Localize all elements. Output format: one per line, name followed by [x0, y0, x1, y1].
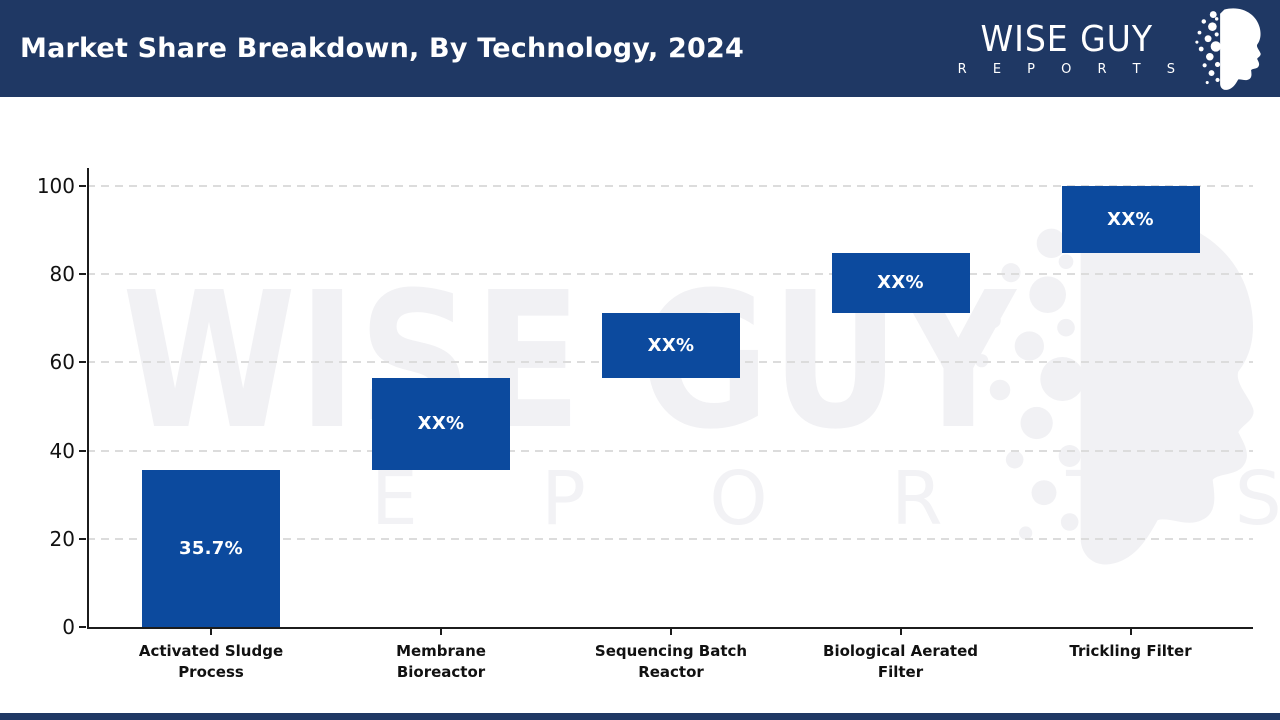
x-category-label: Biological Aerated Filter — [823, 642, 978, 681]
x-tick-3 — [899, 629, 902, 635]
bar-value-label: XX% — [1107, 209, 1154, 231]
bar-biological-aerated-filter: XX% — [831, 253, 970, 313]
logo-reports-text: R E P O R T S — [957, 61, 1186, 77]
chart-title: Market Share Breakdown, By Technology, 2… — [20, 33, 745, 64]
x-tick-1 — [440, 629, 442, 635]
x-category-label: Activated Sludge Process — [138, 642, 284, 681]
y-tick-0 — [79, 626, 86, 628]
y-tick-label-100: 100 — [36, 174, 75, 198]
gridline-y20 — [87, 537, 1253, 540]
footer-bar — [0, 713, 1280, 720]
y-tick-100 — [79, 185, 86, 187]
x-category-label: Sequencing Batch Reactor — [594, 642, 748, 681]
header-bar: Market Share Breakdown, By Technology, 2… — [0, 0, 1280, 97]
logo-wiseguy-text: WISE GUY — [980, 18, 1153, 60]
logo-text: WISE GUY R E P O R T S — [947, 18, 1186, 77]
bar-value-label: XX% — [417, 413, 465, 435]
y-axis-spine — [87, 168, 89, 629]
y-tick-40 — [79, 449, 86, 452]
y-tick-label-20: 20 — [49, 526, 75, 551]
wiseguy-reports-logo: WISE GUY R E P O R T S — [947, 6, 1280, 92]
y-tick-label-80: 80 — [49, 262, 75, 287]
bar-trickling-filter: XX% — [1061, 186, 1200, 254]
x-category-label: Trickling Filter — [1069, 642, 1192, 660]
gridline-y100 — [87, 185, 1253, 187]
y-tick-80 — [79, 273, 86, 276]
bar-value-label: 35.7% — [179, 537, 243, 559]
x-tick-4 — [1129, 629, 1132, 635]
gridline-y40 — [87, 449, 1253, 452]
gridline-y80 — [87, 273, 1253, 276]
y-tick-60 — [79, 361, 86, 364]
y-tick-label-40: 40 — [49, 438, 75, 463]
bar-sequencing-batch-reactor: XX% — [602, 312, 740, 378]
bar-value-label: XX% — [647, 334, 695, 356]
y-tick-label-0: 0 — [62, 615, 75, 639]
x-tick-2 — [670, 629, 672, 635]
x-category-label: Membrane Bioreactor — [396, 642, 486, 681]
logo-dotted-head-icon — [1195, 7, 1261, 90]
y-tick-20 — [79, 537, 86, 540]
y-tick-label-60: 60 — [49, 350, 75, 375]
bar-membrane-bioreactor: XX% — [372, 377, 510, 470]
x-tick-0 — [210, 629, 212, 635]
bar-activated-sludge-process: 35.7% — [142, 469, 280, 627]
bar-value-label: XX% — [877, 272, 924, 294]
x-axis-spine — [87, 627, 1253, 629]
